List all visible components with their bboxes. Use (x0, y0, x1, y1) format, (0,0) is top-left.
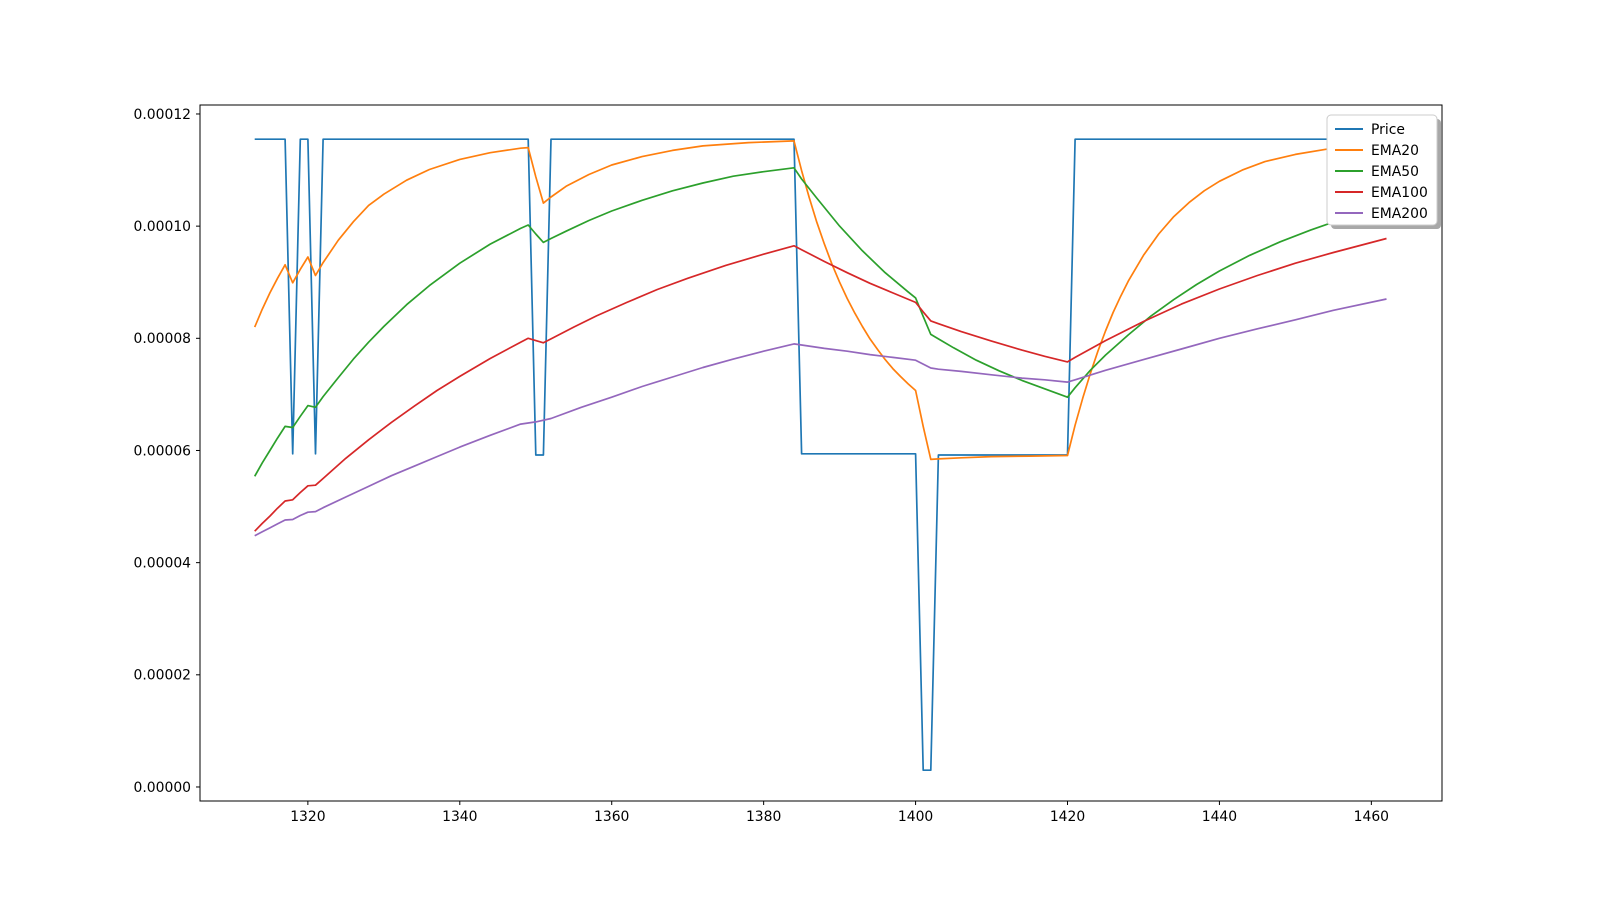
series-line-ema100 (254, 237, 1387, 532)
y-tick-label: 0.00004 (134, 555, 192, 571)
x-tick-label: 1320 (290, 809, 325, 825)
y-tick-label: 0.00012 (134, 107, 191, 123)
series-line-price (254, 138, 1387, 772)
y-tick-label: 0.00000 (134, 780, 191, 796)
series-line-ema200 (254, 298, 1387, 537)
x-tick-label: 1420 (1050, 809, 1085, 825)
x-tick-label: 1440 (1202, 809, 1237, 825)
legend-label-ema50: EMA50 (1371, 164, 1419, 180)
x-tick-label: 1380 (746, 809, 781, 825)
series-line-ema20 (253, 140, 1387, 461)
legend-label-price: Price (1371, 122, 1405, 138)
legend: Price EMA20 EMA50 EMA100 EMA200 (1326, 114, 1441, 229)
legend-label-ema20: EMA20 (1371, 143, 1419, 159)
series-lines (253, 138, 1387, 772)
y-tick-label: 0.00008 (134, 331, 191, 347)
x-tick-label: 1460 (1354, 809, 1389, 825)
legend-box (1326, 114, 1438, 226)
x-tick-label: 1340 (442, 809, 477, 825)
series-line-ema50 (253, 166, 1387, 477)
x-tick-label: 1360 (594, 809, 629, 825)
legend-label-ema100: EMA100 (1371, 185, 1428, 201)
plot-border (199, 104, 1443, 802)
y-tick-label: 0.00002 (134, 668, 191, 684)
y-tick-label: 0.00006 (134, 443, 191, 459)
legend-label-ema200: EMA200 (1371, 206, 1428, 222)
x-tick-label: 1400 (898, 809, 933, 825)
y-tick-label: 0.00010 (134, 219, 191, 235)
axes: 0.00000 0.00002 0.00004 0.00006 0.00008 0.000… (134, 104, 1443, 825)
